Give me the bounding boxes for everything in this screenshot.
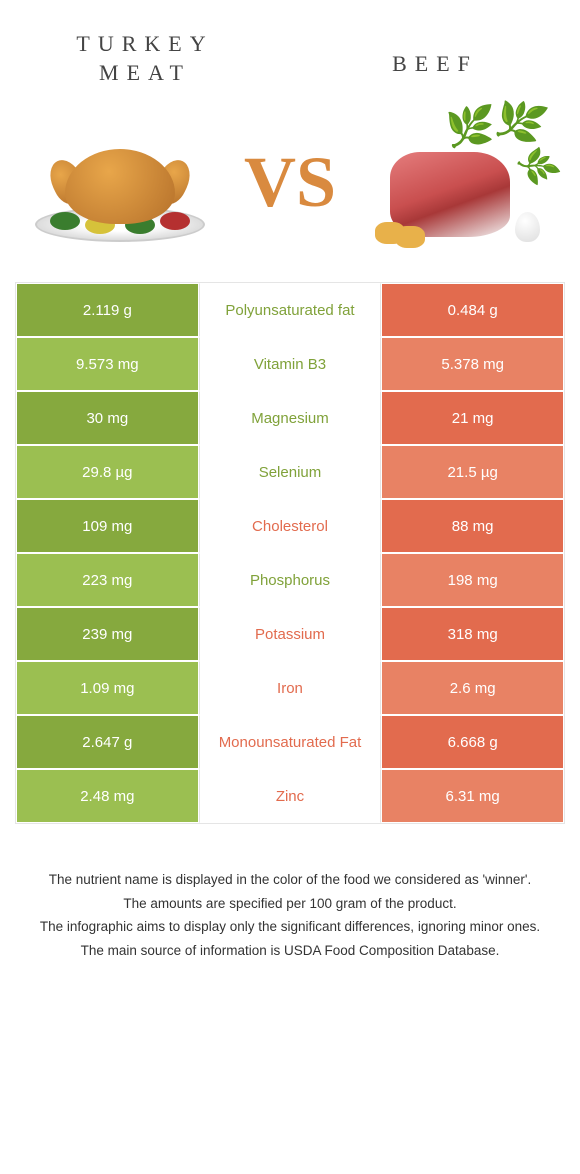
value-left: 239 mg: [16, 607, 199, 661]
value-left: 2.48 mg: [16, 769, 199, 823]
beef-image: 🌿 🌿 🌿: [365, 112, 555, 252]
value-right: 21 mg: [381, 391, 564, 445]
value-left: 223 mg: [16, 553, 199, 607]
turkey-image: [25, 112, 215, 252]
value-left: 30 mg: [16, 391, 199, 445]
comparison-table: 2.119 gPolyunsaturated fat0.484 g9.573 m…: [15, 282, 565, 824]
value-right: 2.6 mg: [381, 661, 564, 715]
nutrient-label: Polyunsaturated fat: [199, 283, 382, 337]
value-left: 29.8 µg: [16, 445, 199, 499]
value-right: 6.31 mg: [381, 769, 564, 823]
value-left: 2.119 g: [16, 283, 199, 337]
comparison-infographic: TURKEY MEAT BEEF VS 🌿 🌿 🌿: [0, 0, 580, 1004]
title-right-text: BEEF: [392, 51, 478, 76]
value-right: 21.5 µg: [381, 445, 564, 499]
footnote-line: The main source of information is USDA F…: [35, 940, 545, 962]
nutrient-label: Selenium: [199, 445, 382, 499]
header: TURKEY MEAT BEEF: [15, 30, 565, 102]
value-right: 318 mg: [381, 607, 564, 661]
value-left: 2.647 g: [16, 715, 199, 769]
table-row: 30 mgMagnesium21 mg: [16, 391, 564, 445]
value-left: 109 mg: [16, 499, 199, 553]
value-left: 1.09 mg: [16, 661, 199, 715]
nutrient-label: Iron: [199, 661, 382, 715]
table-row: 2.647 gMonounsaturated Fat6.668 g: [16, 715, 564, 769]
footnote-line: The infographic aims to display only the…: [35, 916, 545, 938]
title-right: BEEF: [335, 30, 535, 79]
table-row: 2.119 gPolyunsaturated fat0.484 g: [16, 283, 564, 337]
nutrient-label: Monounsaturated Fat: [199, 715, 382, 769]
table-row: 2.48 mgZinc6.31 mg: [16, 769, 564, 823]
nutrient-label: Cholesterol: [199, 499, 382, 553]
nutrient-label: Vitamin B3: [199, 337, 382, 391]
footnotes: The nutrient name is displayed in the co…: [15, 824, 565, 961]
value-right: 198 mg: [381, 553, 564, 607]
value-right: 0.484 g: [381, 283, 564, 337]
table-row: 1.09 mgIron2.6 mg: [16, 661, 564, 715]
title-left: TURKEY MEAT: [45, 30, 245, 87]
images-row: VS 🌿 🌿 🌿: [15, 102, 565, 282]
footnote-line: The nutrient name is displayed in the co…: [35, 869, 545, 891]
value-right: 6.668 g: [381, 715, 564, 769]
title-left-line1: TURKEY: [76, 31, 213, 56]
value-right: 88 mg: [381, 499, 564, 553]
value-left: 9.573 mg: [16, 337, 199, 391]
rosemary-icon: 🌿: [514, 144, 559, 191]
nutrient-label: Zinc: [199, 769, 382, 823]
nutrient-label: Phosphorus: [199, 553, 382, 607]
table-row: 29.8 µgSelenium21.5 µg: [16, 445, 564, 499]
nutrient-label: Magnesium: [199, 391, 382, 445]
table-row: 239 mgPotassium318 mg: [16, 607, 564, 661]
footnote-line: The amounts are specified per 100 gram o…: [35, 893, 545, 915]
table-row: 9.573 mgVitamin B35.378 mg: [16, 337, 564, 391]
table-row: 223 mgPhosphorus198 mg: [16, 553, 564, 607]
nutrient-label: Potassium: [199, 607, 382, 661]
table-row: 109 mgCholesterol88 mg: [16, 499, 564, 553]
vs-label: VS: [244, 146, 336, 218]
value-right: 5.378 mg: [381, 337, 564, 391]
title-left-line2: MEAT: [99, 60, 191, 85]
parsley-icon: 🌿: [445, 107, 495, 147]
